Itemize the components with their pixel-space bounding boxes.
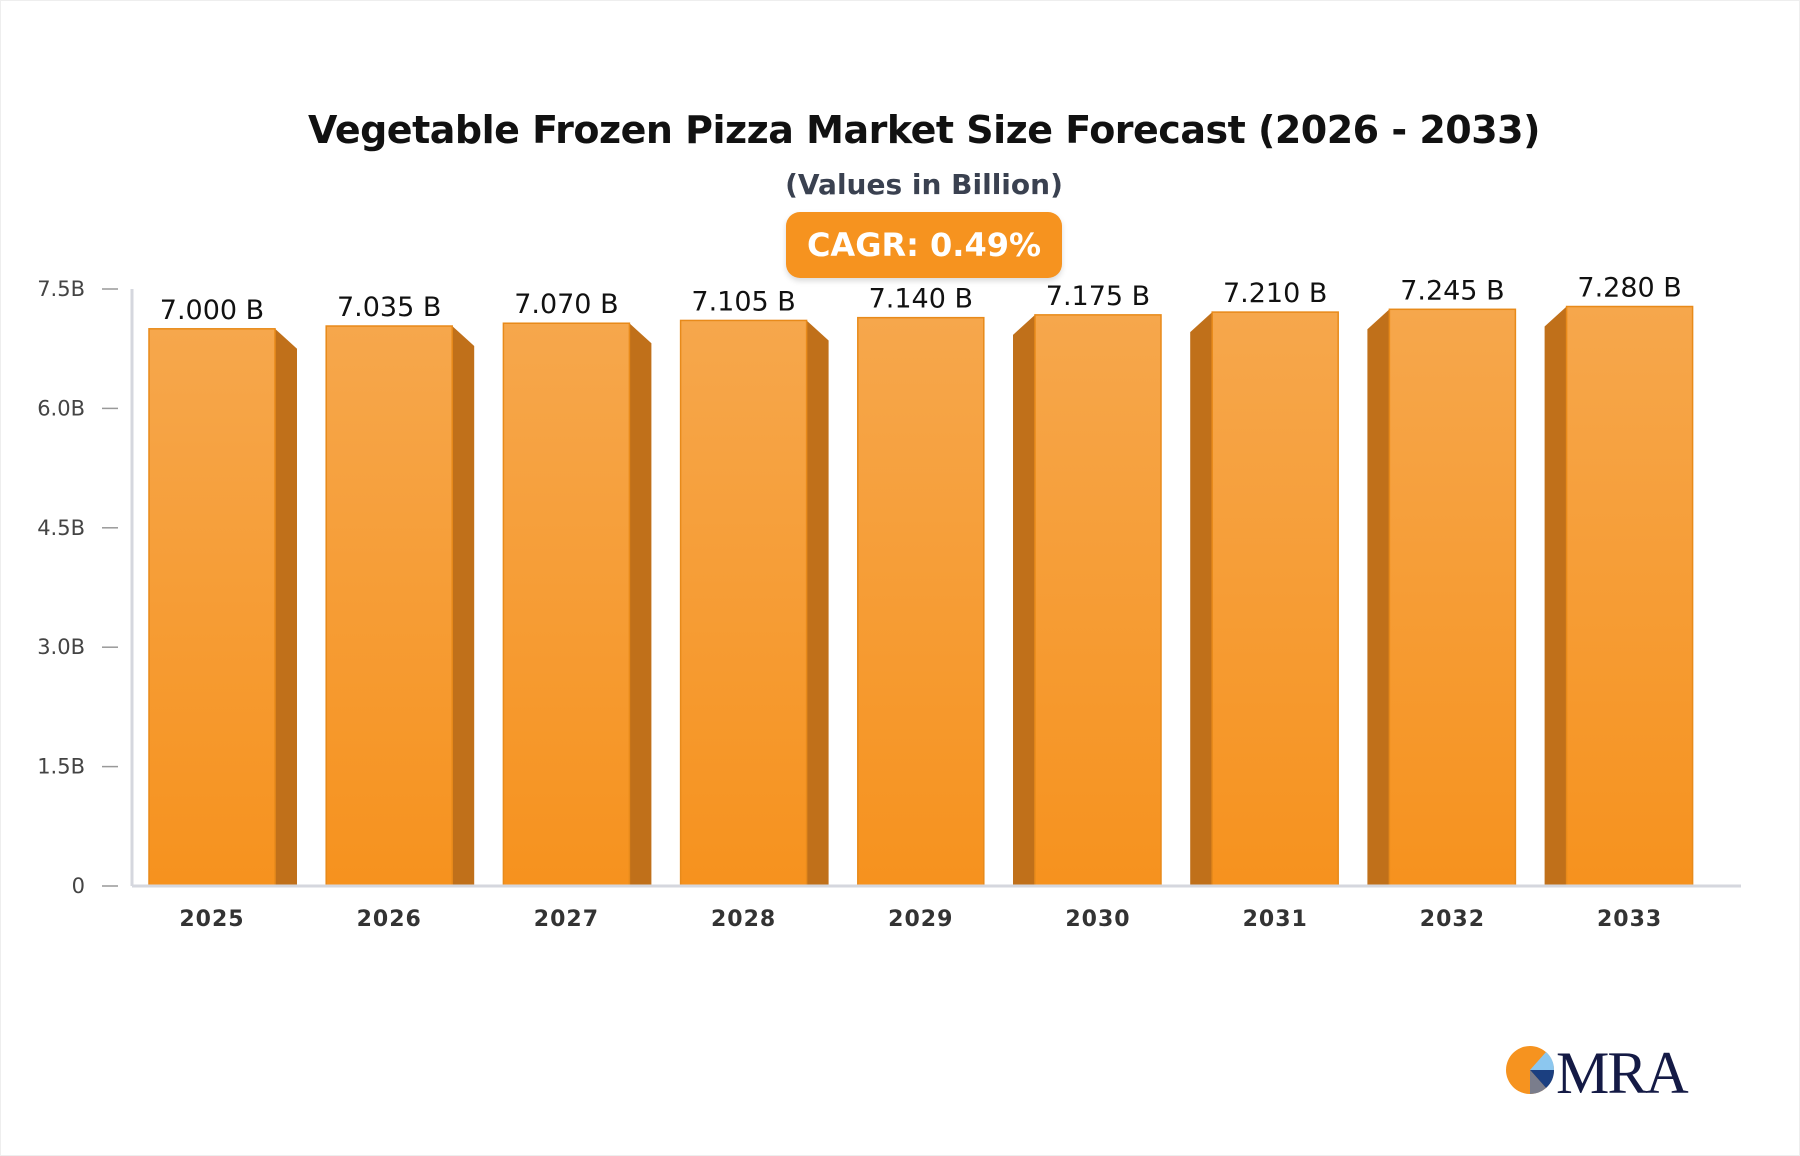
x-tick-label: 2028 <box>711 907 776 932</box>
data-label: 7.175 B <box>1046 281 1150 312</box>
bar-2026 <box>325 325 453 887</box>
bar-side <box>1013 314 1035 886</box>
bar-side <box>275 328 297 886</box>
bar-2029 <box>857 316 985 887</box>
y-tick-label: 1.5B <box>37 755 85 779</box>
bar-2033 <box>1565 305 1694 887</box>
data-label: 7.210 B <box>1223 278 1327 309</box>
chart-title: Vegetable Frozen Pizza Market Size Forec… <box>308 108 1540 152</box>
bar-2025 <box>148 328 276 887</box>
bar-side <box>1190 312 1213 887</box>
svg-text:MRA: MRA <box>1556 1040 1688 1100</box>
data-label: 7.105 B <box>691 286 795 317</box>
bar-2030 <box>1034 314 1162 887</box>
y-tick-label: 0 <box>72 874 85 898</box>
bar-side <box>1367 309 1390 887</box>
data-label: 7.245 B <box>1400 275 1504 306</box>
data-label: 7.280 B <box>1577 273 1681 304</box>
y-tick-label: 4.5B <box>37 516 85 540</box>
x-tick-label: 2026 <box>357 907 422 932</box>
bar-2032 <box>1388 308 1517 887</box>
chart-subtitle: (Values in Billion) <box>785 168 1063 201</box>
x-tick-label: 2025 <box>179 907 244 932</box>
mra-logo: MRA <box>1504 1040 1704 1100</box>
bar-2028 <box>679 319 808 887</box>
pie-logo-icon: MRA <box>1506 1040 1690 1100</box>
bar-2027 <box>502 322 631 887</box>
x-tick-label: 2031 <box>1243 907 1308 932</box>
bar-side <box>452 326 475 886</box>
y-tick-label: 6.0B <box>37 396 85 420</box>
bar-side <box>806 320 829 886</box>
data-label: 7.000 B <box>160 295 264 326</box>
x-tick-label: 2027 <box>534 907 599 932</box>
y-tick-label: 7.5B <box>37 277 85 301</box>
x-tick-label: 2029 <box>888 907 953 932</box>
data-label: 7.070 B <box>514 289 618 320</box>
bar-2031 <box>1211 311 1339 887</box>
x-tick-label: 2032 <box>1420 907 1485 932</box>
cagr-badge: CAGR: 0.49% <box>786 212 1062 278</box>
y-tick-label: 3.0B <box>37 635 85 659</box>
x-tick-label: 2030 <box>1065 907 1130 932</box>
bar-side <box>629 323 652 886</box>
data-label: 7.140 B <box>869 284 973 315</box>
bar-side <box>1544 306 1567 887</box>
data-label: 7.035 B <box>337 292 441 323</box>
x-tick-label: 2033 <box>1597 907 1662 932</box>
